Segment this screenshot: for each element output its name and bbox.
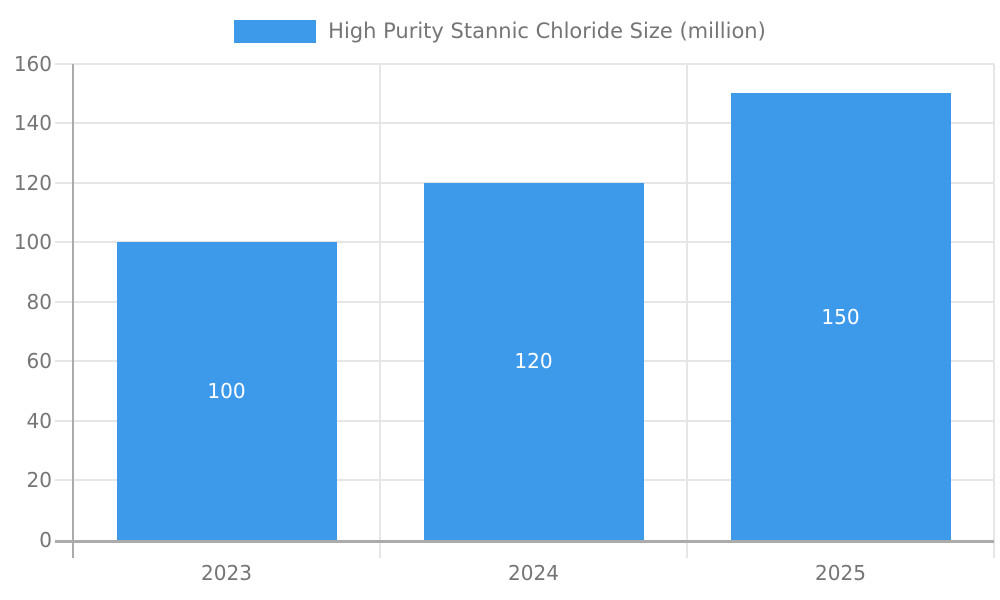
- y-tick-label-140: 140: [13, 111, 52, 136]
- bar-2024[interactable]: [423, 182, 644, 540]
- x-tick-label-2024: 2024: [508, 561, 559, 585]
- x-axis-line: [55, 540, 994, 543]
- legend-swatch: [234, 20, 317, 43]
- bar-2023[interactable]: [116, 242, 337, 540]
- y-axis-line: [72, 63, 74, 558]
- bar-value-label-2025: 150: [821, 304, 860, 329]
- v-gridline-3: [993, 63, 995, 558]
- y-tick-label-0: 0: [39, 528, 52, 552]
- y-tick-label-160: 160: [13, 51, 52, 76]
- y-tick-label-60: 60: [26, 349, 52, 374]
- v-gridline-2: [686, 63, 688, 558]
- bar-value-label-2024: 120: [514, 349, 553, 374]
- y-tick-label-80: 80: [26, 289, 52, 314]
- h-gridline-160: [55, 62, 994, 65]
- v-gridline-1: [379, 63, 381, 558]
- x-tick-label-2025: 2025: [815, 561, 866, 585]
- x-tick-label-2023: 2023: [201, 561, 252, 585]
- y-tick-label-100: 100: [13, 230, 52, 255]
- y-tick-label-20: 20: [26, 468, 52, 493]
- legend[interactable]: High Purity Stannic Chloride Size (milli…: [0, 19, 1000, 44]
- bar-value-label-2023: 100: [207, 379, 246, 404]
- legend-label: High Purity Stannic Chloride Size (milli…: [328, 19, 766, 43]
- bar-2025[interactable]: [730, 93, 951, 540]
- y-tick-label-40: 40: [26, 408, 52, 433]
- h-gridline-140: [55, 122, 994, 125]
- y-tick-label-120: 120: [13, 170, 52, 195]
